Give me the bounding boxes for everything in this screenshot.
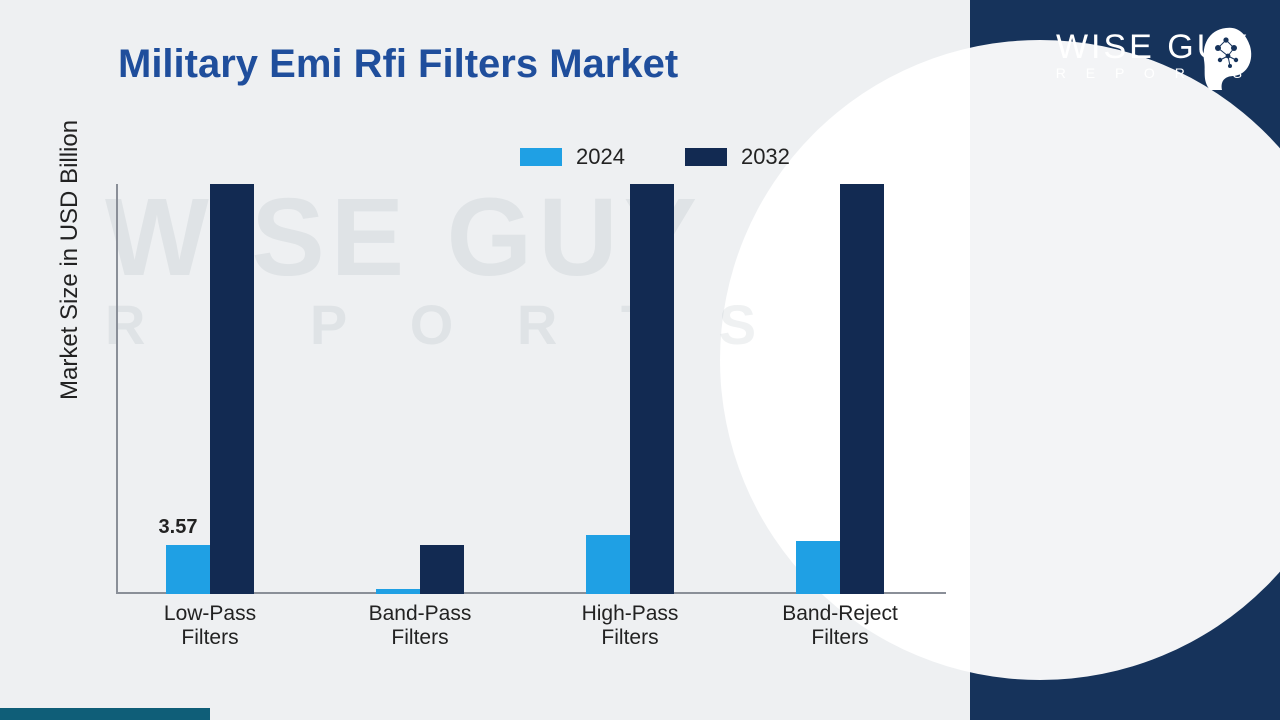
bar-2032 xyxy=(840,184,884,594)
plot-area: 3.57 xyxy=(116,184,946,594)
legend-swatch-2032 xyxy=(685,148,727,166)
bar-2024 xyxy=(586,535,630,594)
bar-2024 xyxy=(376,589,420,594)
footer-accent-bar xyxy=(0,708,210,720)
category-label: Low-PassFilters xyxy=(130,602,290,650)
bar-2024 xyxy=(166,545,210,594)
bar-2032 xyxy=(210,184,254,594)
category-label: Band-PassFilters xyxy=(340,602,500,650)
bar-2024 xyxy=(796,541,840,594)
category-label: Band-RejectFilters xyxy=(760,602,920,650)
category-label: High-PassFilters xyxy=(550,602,710,650)
legend-label-2032: 2032 xyxy=(741,144,790,170)
y-axis-label: Market Size in USD Billion xyxy=(56,120,84,400)
legend-label-2024: 2024 xyxy=(576,144,625,170)
brand-logo: WISE GUY R E P O R T S xyxy=(1056,28,1250,81)
bar-2032 xyxy=(630,184,674,594)
legend: 2024 2032 xyxy=(520,144,790,170)
value-label: 3.57 xyxy=(146,516,210,539)
legend-item-2032: 2032 xyxy=(685,144,790,170)
y-axis xyxy=(116,184,118,594)
bar-2032 xyxy=(420,545,464,594)
chart-canvas: WISE GUY R E P O R T S Military Emi Rfi … xyxy=(0,0,1280,720)
legend-item-2024: 2024 xyxy=(520,144,625,170)
legend-swatch-2024 xyxy=(520,148,562,166)
chart-title: Military Emi Rfi Filters Market xyxy=(118,42,678,87)
brand-head-icon xyxy=(1196,26,1256,96)
